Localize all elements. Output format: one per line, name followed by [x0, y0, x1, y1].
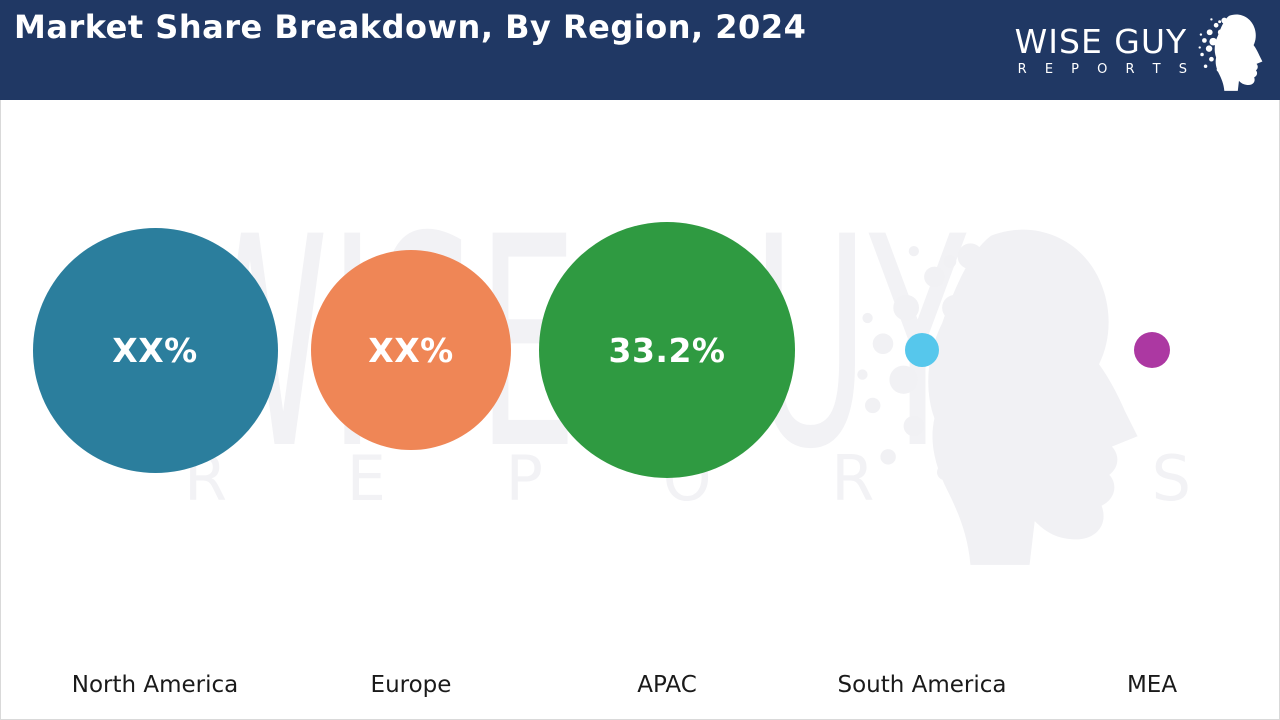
logo-wordmark: WISE GUY — [1014, 22, 1188, 62]
label-apac: APAC — [637, 672, 697, 698]
label-south-america: South America — [837, 672, 1007, 698]
page-title: Market Share Breakdown, By Region, 2024 — [14, 8, 807, 46]
logo-text: WISE GUY R E P O R T S — [1015, 25, 1194, 77]
logo-subtext: R E P O R T S — [1017, 61, 1194, 77]
bubble-europe: XX% — [311, 250, 511, 450]
bubble-value-north-america: XX% — [112, 330, 198, 370]
bubble-north-america: XX% — [32, 227, 278, 473]
watermark-head-icon — [801, 210, 1181, 570]
bubble-south-america — [905, 333, 939, 367]
header-bar: Market Share Breakdown, By Region, 2024 … — [0, 0, 1280, 100]
bubble-value-europe: XX% — [368, 330, 454, 370]
bubble-mea — [1134, 332, 1170, 368]
label-europe: Europe — [370, 672, 452, 698]
label-north-america: North America — [71, 672, 239, 698]
bubble-apac: 33.2% — [539, 222, 795, 478]
bubble-value-apac: 33.2% — [608, 330, 726, 370]
logo-head-icon — [1190, 10, 1268, 92]
wiseguy-logo: WISE GUY R E P O R T S — [1015, 10, 1268, 92]
label-mea: MEA — [1126, 672, 1178, 698]
chart-area: WISE GUY R E P O R T S XX% XX% 33.2% Nor… — [0, 100, 1280, 720]
